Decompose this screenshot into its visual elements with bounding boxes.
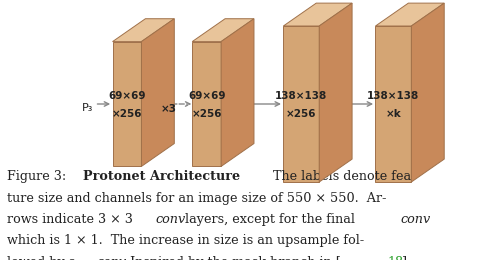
Text: ×256: ×256 — [191, 109, 222, 119]
Text: 138×138: 138×138 — [275, 91, 327, 101]
Text: conv: conv — [156, 213, 186, 226]
Text: 138×138: 138×138 — [368, 91, 419, 101]
Text: which is 1 × 1.  The increase in size is an upsample fol-: which is 1 × 1. The increase in size is … — [7, 234, 365, 247]
Polygon shape — [411, 3, 444, 182]
Text: Protonet Architecture: Protonet Architecture — [83, 170, 241, 183]
Text: lowed by a: lowed by a — [7, 256, 81, 260]
Text: ×k: ×k — [385, 109, 401, 119]
Polygon shape — [192, 19, 254, 42]
Text: Figure 3:: Figure 3: — [7, 170, 71, 183]
Polygon shape — [192, 42, 221, 166]
Text: ×256: ×256 — [112, 109, 142, 119]
Polygon shape — [141, 19, 174, 166]
Polygon shape — [319, 3, 352, 182]
Polygon shape — [375, 26, 411, 182]
Text: layers, except for the final: layers, except for the final — [181, 213, 359, 226]
Polygon shape — [283, 3, 352, 26]
Text: ×256: ×256 — [286, 109, 317, 119]
Text: P₃: P₃ — [82, 103, 93, 113]
Text: ×3: ×3 — [161, 104, 177, 114]
Text: The labels denote fea-: The labels denote fea- — [265, 170, 416, 183]
Text: rows indicate 3 × 3: rows indicate 3 × 3 — [7, 213, 137, 226]
Polygon shape — [283, 26, 319, 182]
Text: . Inspired by the mask branch in [: . Inspired by the mask branch in [ — [122, 256, 341, 260]
Text: 69×69: 69×69 — [108, 91, 146, 101]
Text: 18: 18 — [387, 256, 403, 260]
Text: 69×69: 69×69 — [188, 91, 226, 101]
Polygon shape — [221, 19, 254, 166]
Text: ture size and channels for an image size of 550 × 550.  Ar-: ture size and channels for an image size… — [7, 192, 387, 205]
Polygon shape — [113, 42, 141, 166]
Text: ].: ]. — [402, 256, 412, 260]
Polygon shape — [113, 19, 174, 42]
Polygon shape — [375, 3, 444, 26]
Text: conv: conv — [401, 213, 431, 226]
Text: conv: conv — [96, 256, 126, 260]
